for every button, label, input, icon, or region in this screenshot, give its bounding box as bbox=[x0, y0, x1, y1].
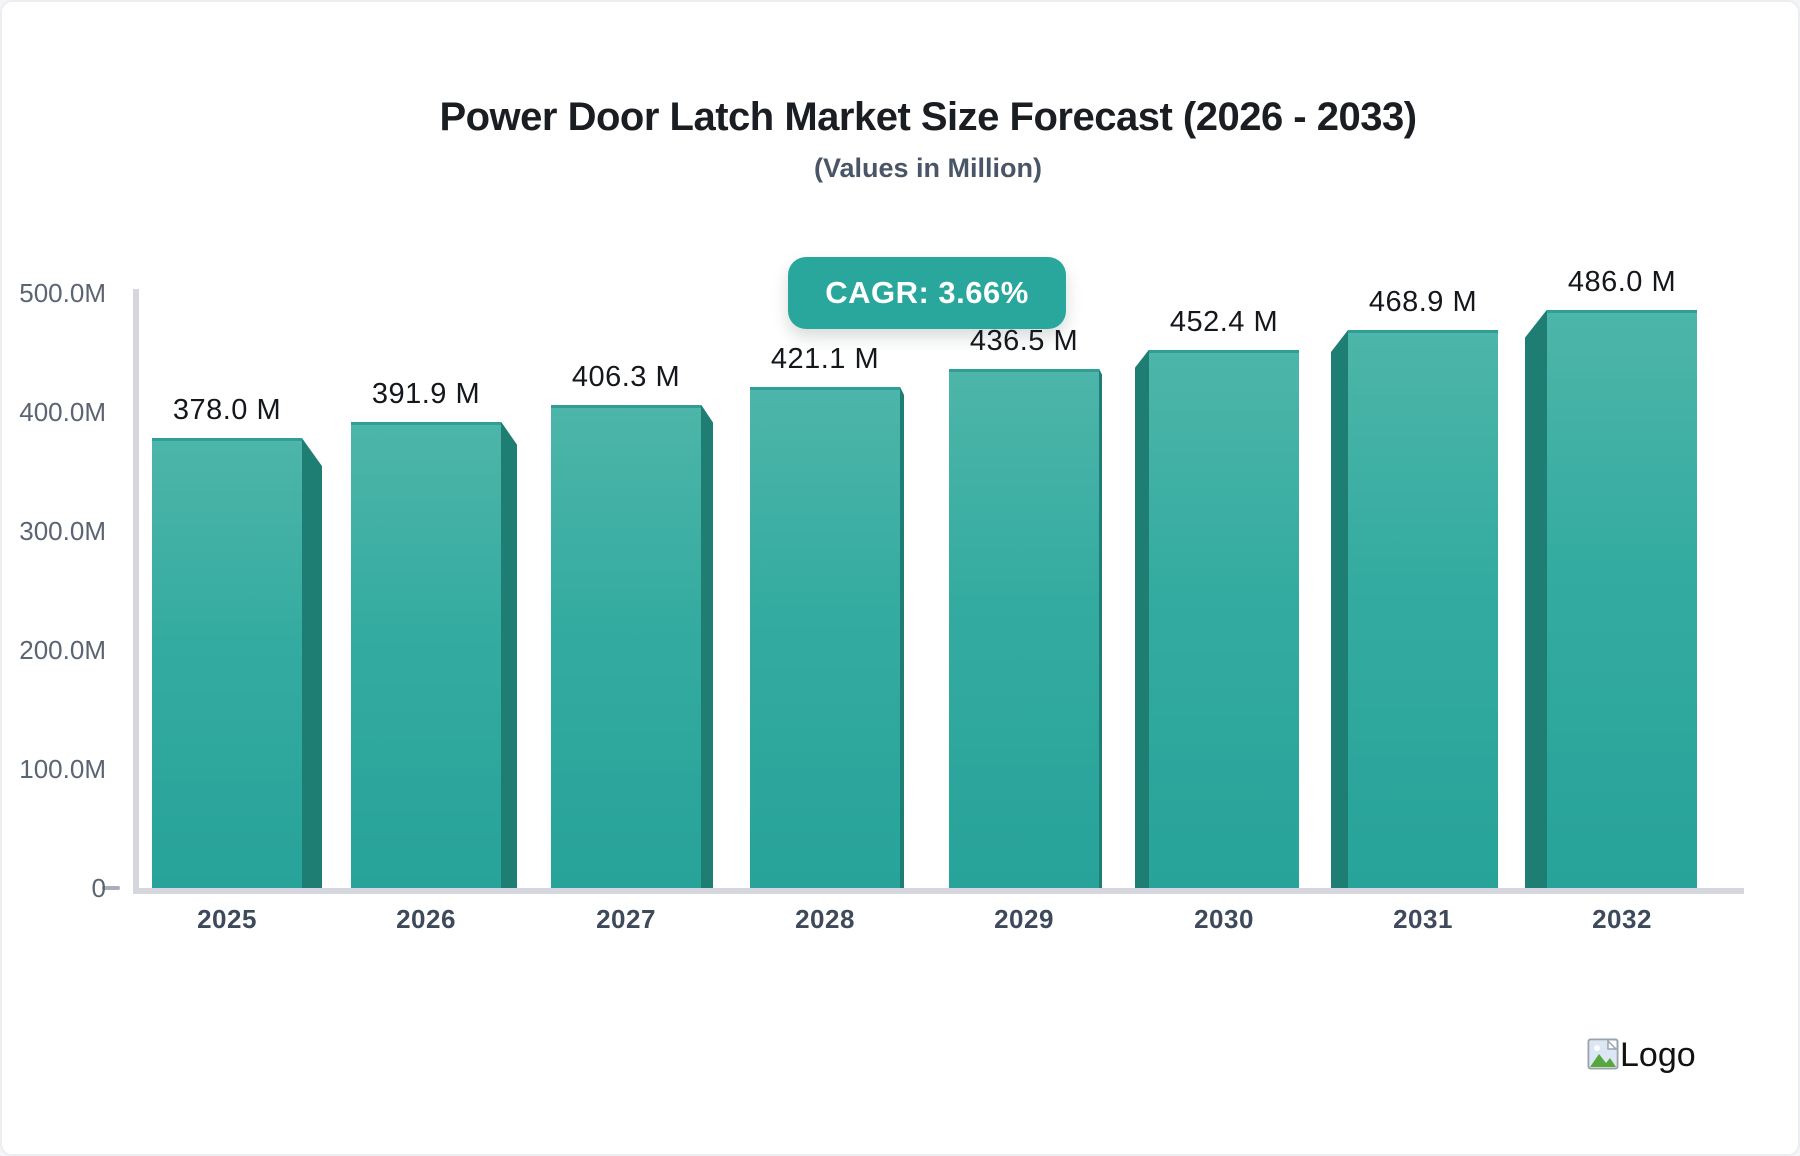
y-axis-tick-label: 0 bbox=[91, 873, 106, 903]
x-axis-category-label: 2030 bbox=[1194, 904, 1254, 934]
x-axis-category-label: 2027 bbox=[596, 904, 656, 934]
y-axis-tick-label: 400.0M bbox=[19, 397, 106, 427]
y-axis-tick-label: 300.0M bbox=[19, 516, 106, 546]
bar-2029 bbox=[949, 368, 1099, 888]
y-axis-tick-label: 100.0M bbox=[19, 754, 106, 784]
bar-3d-side bbox=[501, 421, 517, 888]
bar-2028 bbox=[750, 386, 900, 888]
bar-3d-side bbox=[302, 438, 322, 888]
x-axis-category-label: 2031 bbox=[1393, 904, 1453, 934]
bar-2027 bbox=[551, 404, 701, 888]
bar-value-label: 486.0 M bbox=[1567, 265, 1677, 298]
bar-value-label: 391.9 M bbox=[371, 377, 481, 410]
chart-header: Power Door Latch Market Size Forecast (2… bbox=[134, 94, 1722, 184]
x-axis-line bbox=[133, 888, 1744, 894]
zero-tick-mark bbox=[102, 886, 120, 890]
bar-3d-side bbox=[701, 404, 713, 888]
bar-value-label: 436.5 M bbox=[969, 324, 1079, 357]
bar-2025 bbox=[152, 438, 302, 888]
logo-text: Logo bbox=[1620, 1036, 1696, 1074]
logo: Logo bbox=[1587, 1038, 1696, 1072]
cagr-badge-label: CAGR: 3.66% bbox=[825, 275, 1029, 310]
bar-3d-side bbox=[1099, 368, 1102, 888]
bar-3d-side bbox=[1525, 309, 1547, 888]
bar-2031 bbox=[1348, 330, 1498, 888]
y-axis-line bbox=[133, 289, 139, 894]
chart-title: Power Door Latch Market Size Forecast (2… bbox=[439, 95, 1417, 139]
y-axis-tick-label: 500.0M bbox=[19, 278, 106, 308]
chart-subtitle: (Values in Million) bbox=[813, 153, 1043, 183]
y-axis-tick-label: 200.0M bbox=[19, 635, 106, 665]
x-axis-category-label: 2029 bbox=[994, 904, 1054, 934]
bar-value-label: 452.4 M bbox=[1169, 305, 1279, 338]
x-axis-category-label: 2025 bbox=[197, 904, 257, 934]
bar-2026 bbox=[351, 421, 501, 888]
bar-value-label: 421.1 M bbox=[770, 342, 880, 375]
x-axis-category-label: 2026 bbox=[396, 904, 456, 934]
bar-3d-side bbox=[1135, 349, 1149, 888]
bar-2030 bbox=[1149, 349, 1299, 888]
bar-2032 bbox=[1547, 309, 1697, 888]
cagr-badge: CAGR: 3.66% bbox=[788, 257, 1066, 329]
bar-value-label: 378.0 M bbox=[172, 394, 282, 427]
x-axis-category-label: 2028 bbox=[795, 904, 855, 934]
bar-3d-side bbox=[1331, 330, 1348, 888]
bar-value-label: 406.3 M bbox=[571, 360, 681, 393]
bar-value-label: 468.9 M bbox=[1368, 286, 1478, 318]
bar-3d-side bbox=[900, 386, 904, 888]
broken-image-icon bbox=[1587, 1038, 1619, 1070]
x-axis-category-label: 2032 bbox=[1592, 904, 1652, 934]
